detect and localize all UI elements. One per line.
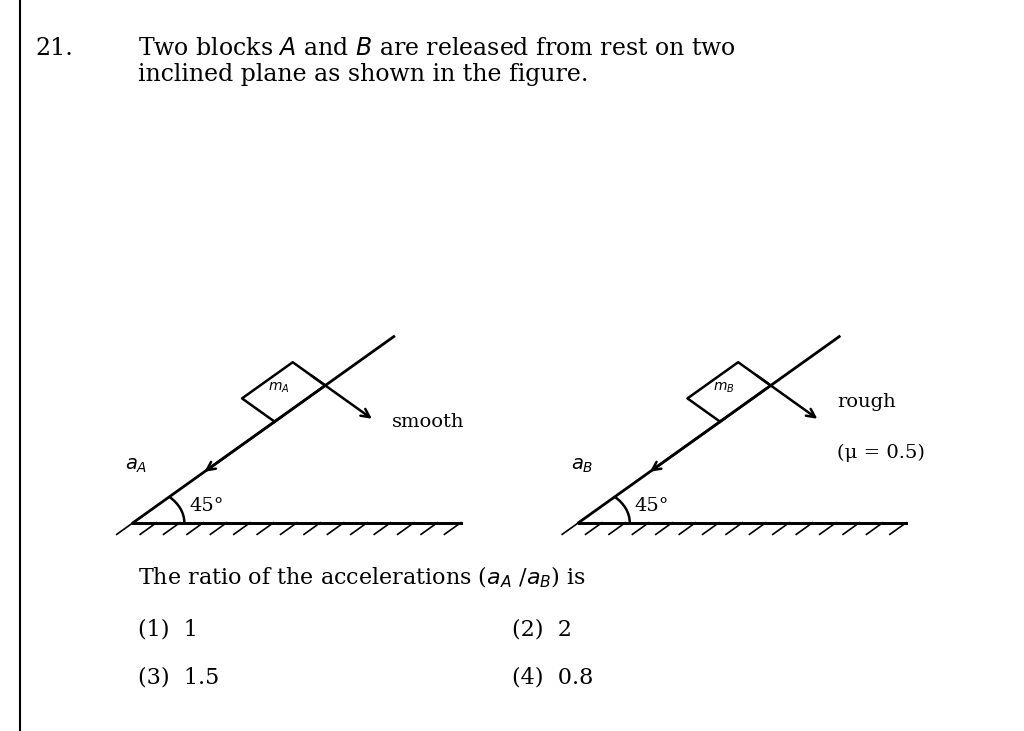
- Text: $a_B$: $a_B$: [570, 457, 593, 475]
- Text: rough: rough: [837, 393, 896, 411]
- Text: (μ = 0.5): (μ = 0.5): [837, 444, 925, 462]
- Text: smooth: smooth: [391, 413, 464, 431]
- Text: Two blocks $A$ and $B$ are released from rest on two
inclined plane as shown in : Two blocks $A$ and $B$ are released from…: [138, 37, 736, 86]
- Text: 45°: 45°: [189, 497, 224, 515]
- Text: $a_A$: $a_A$: [125, 457, 147, 475]
- Text: $m_A$: $m_A$: [268, 381, 290, 395]
- Text: (1)  1: (1) 1: [138, 619, 198, 641]
- Text: 45°: 45°: [635, 497, 670, 515]
- Text: (2)  2: (2) 2: [512, 619, 571, 641]
- Text: (4)  0.8: (4) 0.8: [512, 667, 593, 689]
- Text: The ratio of the accelerations ($a_A$ /$a_B$) is: The ratio of the accelerations ($a_A$ /$…: [138, 565, 587, 591]
- Text: 21.: 21.: [36, 37, 74, 59]
- Text: $m_B$: $m_B$: [713, 381, 735, 395]
- Text: (3)  1.5: (3) 1.5: [138, 667, 219, 689]
